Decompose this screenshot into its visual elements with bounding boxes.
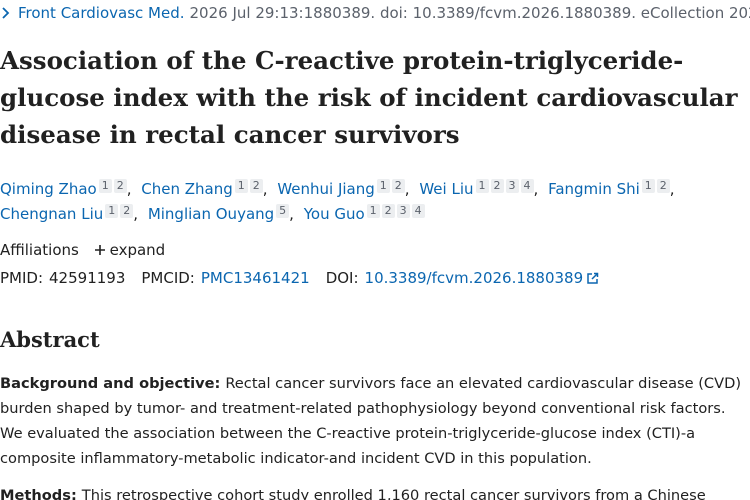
affiliation-number[interactable]: 5 [276,204,290,218]
article-title: Association of the C-reactive protein-tr… [0,46,738,149]
abstract-section: Background and objective: Rectal cancer s… [0,371,745,471]
author-separator: , [533,180,539,198]
author: You Guo 1 2 3 4 [303,204,425,223]
affiliation-number[interactable]: 2 [381,204,395,218]
author-link[interactable]: Wei Liu [419,180,474,198]
pmcid-label: PMCID: [141,269,195,287]
author: Qiming Zhao 1 2, [0,179,136,198]
affiliation-number[interactable]: 1 [98,179,112,193]
abstract-heading: Abstract [0,327,100,352]
doi-link[interactable]: 10.3389/fcvm.2026.1880389 [364,269,584,287]
affiliation-number[interactable]: 1 [376,179,390,193]
expand-label[interactable]: expand [109,241,166,259]
affiliation-number[interactable]: 2 [120,204,134,218]
author-link[interactable]: Minglian Ouyang [147,205,275,223]
affiliations-label: Affiliations [0,241,79,259]
affiliation-number[interactable]: 2 [391,179,405,193]
author-separator: , [289,205,294,223]
author: Fangmin Shi 1 2, [548,179,680,198]
author-separator: , [404,180,410,198]
affiliation-number[interactable]: 2 [490,179,504,193]
pmcid-link[interactable]: PMC13461421 [200,269,310,287]
section-text: Rectal cancer survivors face an elevated… [0,375,742,467]
journal-link[interactable]: Front Cardiovasc Med. [18,4,185,22]
abstract-section: Methods: This retrospective cohort study … [0,483,745,500]
author-link[interactable]: Chengnan Liu [0,205,104,223]
identifiers: PMID: 42591193 PMCID: PMC13461421 DOI: 10.338… [0,269,599,287]
affiliation-number[interactable]: 2 [249,179,263,193]
affiliation-number[interactable]: 1 [475,179,489,193]
expand-toggle[interactable]: expand [94,241,166,259]
abstract-body: Background and objective: Rectal cancer s… [0,371,745,500]
author-link[interactable]: Fangmin Shi [548,180,640,198]
section-text: This retrospective cohort study enrolled… [81,487,706,500]
affiliation-number[interactable]: 2 [113,179,127,193]
author: Wei Liu 1 2 3 4, [419,179,543,198]
section-label: Background and objective: [0,375,221,392]
affiliation-number[interactable]: 3 [505,179,519,193]
affiliation-number[interactable]: 1 [234,179,248,193]
affiliation-number[interactable]: 4 [411,204,425,218]
author: Chengnan Liu 1 2, [0,204,143,223]
pmid: 42591193 [49,269,126,287]
affiliation-number[interactable]: 1 [366,204,380,218]
author-separator: , [126,180,132,198]
author-link[interactable]: Chen Zhang [141,180,233,198]
citation: Front Cardiovasc Med. 2026 Jul 29:13:1880… [0,4,750,22]
external-link-icon [587,272,599,284]
author: Chen Zhang 1 2, [141,179,272,198]
chevron-icon [2,7,10,19]
affiliation-number[interactable]: 2 [656,179,670,193]
doi-label: DOI: [325,269,359,287]
affiliation-number[interactable]: 1 [641,179,655,193]
author-link[interactable]: You Guo [303,205,365,223]
affiliation-number[interactable]: 4 [520,179,534,193]
author-separator: , [262,180,268,198]
author-separator: , [669,180,675,198]
affiliation-number[interactable]: 1 [105,204,119,218]
author-list: Qiming Zhao 1 2, Chen Zhang 1 2, Wenhui Jian… [0,177,690,227]
author-separator: , [133,205,139,223]
pmid-label: PMID: [0,269,44,287]
affiliation-number[interactable]: 3 [396,204,410,218]
author: Minglian Ouyang 5, [147,204,299,223]
section-label: Methods: [0,487,77,500]
citation-details: 2026 Jul 29:13:1880389. doi: 10.3389/fcv… [189,4,750,22]
author-link[interactable]: Wenhui Jiang [277,180,375,198]
affiliations-row: Affiliations expand [0,241,165,259]
author: Wenhui Jiang 1 2, [277,179,414,198]
author-link[interactable]: Qiming Zhao [0,180,97,198]
plus-icon [94,245,105,255]
